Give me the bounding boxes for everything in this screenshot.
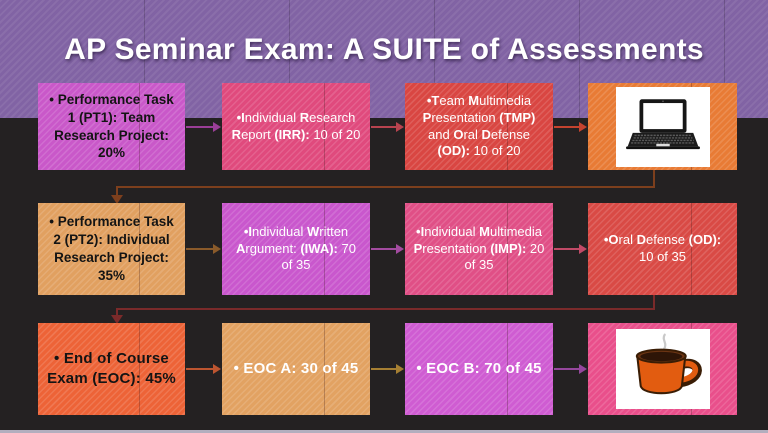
box-eoc-a: • EOC A: 30 of 45 [222, 323, 370, 415]
arrow-eoc-to-eoca [186, 363, 221, 375]
right-arrowhead-icon [396, 244, 404, 254]
box-performance-task-2: • Performance Task 2 (PT2): Individual R… [38, 203, 185, 295]
arrow-pt1-to-irr [186, 121, 221, 133]
box-label: •Team Multimedia Presentation (TMP) and … [422, 92, 536, 159]
box-coffee-cup-image [588, 323, 737, 415]
box-end-of-course-exam: • End of Course Exam (EOC): 45% [38, 323, 185, 415]
box-label: • EOC B: 70 of 45 [416, 360, 542, 378]
box-label: •Individual Multimedia Presentation (IMP… [413, 223, 545, 273]
right-arrowhead-icon [213, 122, 221, 132]
box-individual-multimedia-presentation: •Individual Multimedia Presentation (IMP… [405, 203, 553, 295]
arrow-pt2-to-iwa [186, 243, 221, 255]
right-arrowhead-icon [213, 244, 221, 254]
box-label: • End of Course Exam (EOC): 45% [47, 350, 176, 387]
box-label: •Individual Written Argument: (IWA): 70 … [236, 223, 356, 273]
box-label: •Individual Research Report (IRR): 10 of… [231, 109, 361, 142]
box-performance-task-1: • Performance Task 1 (PT1): Team Researc… [38, 83, 185, 170]
right-arrowhead-icon [396, 364, 404, 374]
arrow-eoca-to-eocb [371, 363, 404, 375]
box-label: • Performance Task 2 (PT2): Individual R… [49, 214, 174, 283]
box-eoc-b: • EOC B: 70 of 45 [405, 323, 553, 415]
box-team-multimedia-presentation-oral-defense: •Team Multimedia Presentation (TMP) and … [405, 83, 553, 170]
arrow-iwa-to-imp [371, 243, 404, 255]
box-laptop-image [588, 83, 737, 170]
coffee-cup-icon [635, 333, 702, 395]
laptop-icon [625, 98, 700, 149]
right-arrowhead-icon [213, 364, 221, 374]
box-individual-research-report: •Individual Research Report (IRR): 10 of… [222, 83, 370, 170]
slide-title: AP Seminar Exam: A SUITE of Assessments [64, 33, 704, 66]
arrow-tmp-to-laptop [554, 121, 587, 133]
right-arrowhead-icon [579, 122, 587, 132]
arrow-eocb-to-coffee [554, 363, 587, 375]
box-label: • Performance Task 1 (PT1): Team Researc… [49, 91, 174, 161]
box-oral-defense: •Oral Defense (OD): 10 of 35 [588, 203, 737, 295]
arrow-irr-to-tmp [371, 121, 404, 133]
box-individual-written-argument: •Individual Written Argument: (IWA): 70 … [222, 203, 370, 295]
box-label: •Oral Defense (OD): 10 of 35 [603, 232, 722, 264]
right-arrowhead-icon [579, 244, 587, 254]
box-label: • EOC A: 30 of 45 [233, 360, 359, 378]
arrow-imp-to-od [554, 243, 587, 255]
coffee-clipart-frame [615, 329, 710, 409]
right-arrowhead-icon [396, 122, 404, 132]
right-arrowhead-icon [579, 364, 587, 374]
bottom-edge-strip [0, 430, 768, 433]
laptop-clipart-frame [615, 86, 710, 167]
